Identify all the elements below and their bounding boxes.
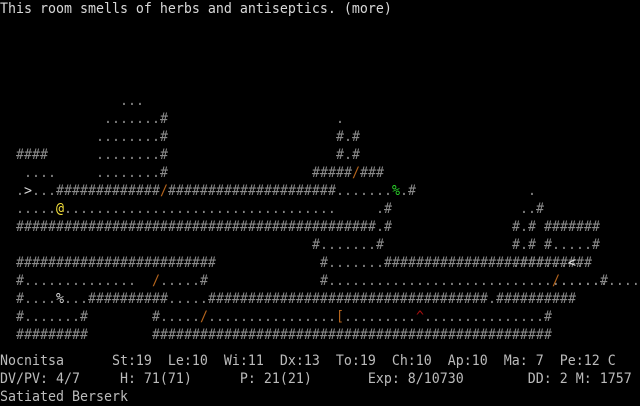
map-tiles: ........# [96,165,168,181]
map-tiles: ### [360,165,384,181]
map-tiles: # [544,309,553,325]
map-tiles: .................................. [64,201,336,217]
map-tiles: .....# [560,273,608,289]
map-tiles: ... [120,93,144,109]
map-tiles: #### [16,147,48,163]
map-tiles: #.......# [312,237,384,253]
map-tiles: ############# [56,183,160,199]
armor-item-icon[interactable]: [ [336,309,345,325]
map-tiles: . [16,183,25,199]
food-item-icon[interactable]: % [56,291,65,307]
map-tiles: ########################################… [152,327,552,343]
map-tiles: ...##########..... [64,291,208,307]
map-tiles: .# [400,183,416,199]
map-tiles: .....# [160,273,208,289]
map-tiles: .# [576,255,592,271]
wand-item-icon[interactable]: / [160,183,169,199]
player-character[interactable]: @ [56,201,65,217]
map-tiles: ######################### [16,255,216,271]
map-tiles: .... [24,165,56,181]
map-tiles: .# [376,201,392,217]
map-tiles: ##### [312,165,352,181]
map-tiles: #.# [512,219,536,235]
map-tiles: .......# [104,111,168,127]
map-tiles: #.# [336,147,360,163]
map-tiles: . [528,183,537,199]
map-tiles: ..... [16,201,56,217]
map-tiles: #.......# [16,309,88,325]
trap-icon[interactable]: ^ [416,309,425,325]
map-tiles: ######################### [384,255,584,271]
stairs-up-icon[interactable]: < [568,255,577,271]
map-tiles: #.....# [544,237,600,253]
map-tiles: #.......................................… [320,273,640,289]
map-tiles: ################################### [208,291,488,307]
map-tiles: ............... [424,309,544,325]
map-tiles: ####### [544,219,600,235]
message-line: This room smells of herbs and antiseptic… [0,1,392,17]
map-tiles: ########## [496,291,576,307]
map-tiles: ........# [96,129,168,145]
map-tiles: ######### [16,327,88,343]
map-tiles: ########################################… [16,219,376,235]
map-tiles: . [336,111,345,127]
map-tiles: ..# [520,201,544,217]
map-tiles: #.# [512,237,536,253]
map-tiles: ......... [344,309,416,325]
map-tiles: #....... [320,255,384,271]
map-tiles: ................ [208,309,336,325]
map-tiles: ........# [96,147,168,163]
wand-item-icon[interactable]: / [152,273,161,289]
status-line-vitals: DV/PV: 4/7 H: 71(71) P: 21(21) Exp: 8/10… [0,371,632,387]
wand-item-icon[interactable]: / [352,165,361,181]
stairs-down-icon[interactable]: > [24,183,33,199]
map-tiles: #.# [336,129,360,145]
map-tiles: #.............. [16,273,136,289]
map-tiles: #....... [328,183,392,199]
map-tiles: . [488,291,497,307]
food-item-icon[interactable]: % [392,183,401,199]
map-tiles: .###... [512,255,568,271]
map-tiles: #..... [152,309,200,325]
map-tiles: ... [32,183,56,199]
status-line-attributes: Nocnitsa St:19 Le:10 Wi:11 Dx:13 To:19 C… [0,353,616,369]
map-tiles: #################### [168,183,328,199]
map-tiles: .# [376,219,392,235]
wand-item-icon[interactable]: / [552,273,561,289]
wand-item-icon[interactable]: / [200,309,209,325]
map-tiles: #.... [16,291,56,307]
status-line-effects: Satiated Berserk [0,389,128,405]
